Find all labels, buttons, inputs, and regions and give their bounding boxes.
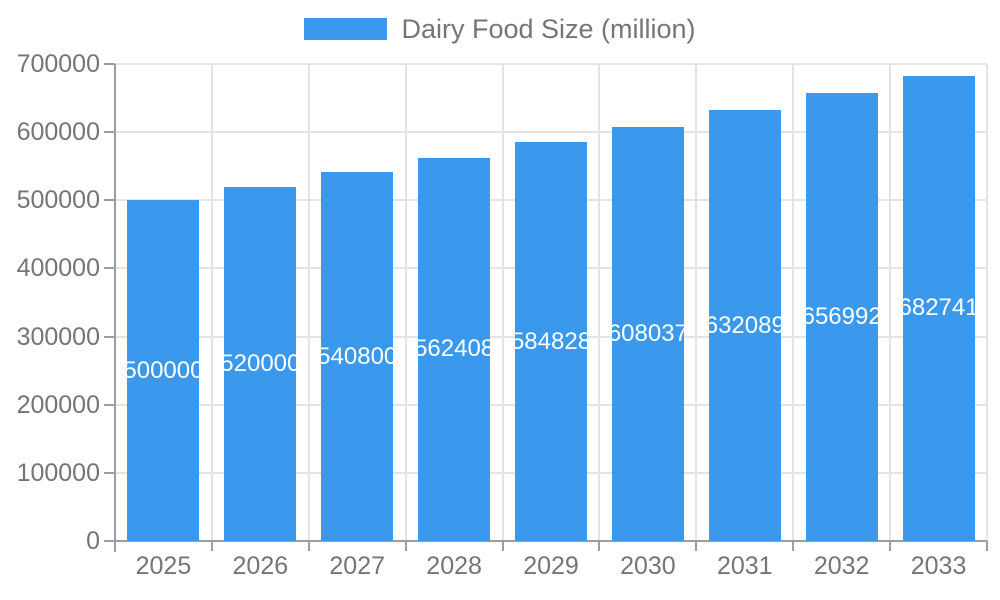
bar-2032[interactable]: 656992 bbox=[805, 93, 878, 541]
x-tick bbox=[114, 541, 116, 551]
y-gridline bbox=[115, 63, 987, 65]
y-tick bbox=[104, 540, 115, 542]
x-gridline bbox=[501, 64, 504, 541]
x-gridline bbox=[598, 64, 601, 541]
bar-value-label: 500000 bbox=[127, 356, 200, 384]
bar-2028[interactable]: 562408 bbox=[418, 157, 491, 541]
x-tick bbox=[889, 541, 892, 551]
legend-label: Dairy Food Size (million) bbox=[401, 14, 696, 44]
bar-value-label: 632089 bbox=[708, 311, 781, 339]
bar-value-label: 540800 bbox=[321, 342, 394, 370]
y-tick-label: 200000 bbox=[16, 390, 100, 419]
x-tick bbox=[404, 541, 407, 551]
x-tick-label: 2025 bbox=[135, 552, 192, 580]
y-tick-label: 600000 bbox=[16, 118, 100, 147]
x-tick bbox=[792, 541, 795, 551]
bar-2025[interactable]: 500000 bbox=[127, 200, 200, 541]
y-tick bbox=[104, 403, 115, 406]
y-tick bbox=[104, 471, 115, 474]
x-gridline bbox=[307, 64, 310, 541]
bar-2029[interactable]: 584828 bbox=[515, 142, 587, 541]
y-tick bbox=[104, 63, 115, 65]
x-gridline bbox=[889, 64, 892, 541]
bar-value-label: 656992 bbox=[805, 303, 878, 331]
x-axis-line bbox=[104, 540, 987, 542]
x-tick-label: 2026 bbox=[232, 552, 289, 580]
bar-value-label: 562408 bbox=[418, 335, 491, 363]
y-tick bbox=[104, 131, 115, 134]
bar-value-label: 608037 bbox=[611, 319, 684, 347]
y-gridline bbox=[115, 131, 987, 134]
y-axis-line bbox=[114, 64, 116, 552]
y-tick-label: 100000 bbox=[16, 458, 100, 487]
bar-value-label: 682741 bbox=[902, 294, 975, 322]
x-tick-label: 2032 bbox=[813, 552, 870, 580]
x-gridline bbox=[404, 64, 407, 541]
x-gridline bbox=[695, 64, 698, 541]
y-tick bbox=[104, 267, 115, 270]
x-tick-label: 2033 bbox=[910, 552, 967, 580]
y-tick-label: 400000 bbox=[16, 254, 100, 283]
x-tick bbox=[986, 541, 988, 551]
y-tick-label: 300000 bbox=[16, 322, 100, 351]
y-tick bbox=[104, 199, 115, 202]
x-tick bbox=[695, 541, 698, 551]
x-gridline bbox=[792, 64, 795, 541]
x-tick-label: 2030 bbox=[620, 552, 676, 580]
y-tick-label: 700000 bbox=[16, 50, 100, 78]
bar-2026[interactable]: 520000 bbox=[224, 186, 297, 541]
x-tick bbox=[598, 541, 601, 551]
x-tick bbox=[307, 541, 310, 551]
y-tick bbox=[104, 335, 115, 338]
x-tick-label: 2031 bbox=[716, 552, 773, 580]
x-tick bbox=[501, 541, 504, 551]
x-tick-label: 2028 bbox=[426, 552, 482, 580]
x-gridline bbox=[986, 64, 988, 541]
x-tick-label: 2029 bbox=[523, 552, 579, 580]
bar-value-label: 520000 bbox=[224, 349, 297, 377]
legend[interactable]: Dairy Food Size (million) bbox=[0, 15, 1000, 43]
x-tick bbox=[210, 541, 213, 551]
y-tick-label: 500000 bbox=[16, 186, 100, 215]
x-gridline bbox=[210, 64, 213, 541]
bar-2033[interactable]: 682741 bbox=[902, 75, 975, 541]
bar-2031[interactable]: 632089 bbox=[708, 110, 781, 541]
y-tick-label: 0 bbox=[86, 527, 100, 555]
bar-2030[interactable]: 608037 bbox=[611, 126, 684, 541]
x-tick-label: 2027 bbox=[329, 552, 386, 580]
bar-2027[interactable]: 540800 bbox=[321, 172, 394, 541]
bar-value-label: 584828 bbox=[515, 327, 587, 355]
legend-swatch bbox=[304, 18, 388, 40]
